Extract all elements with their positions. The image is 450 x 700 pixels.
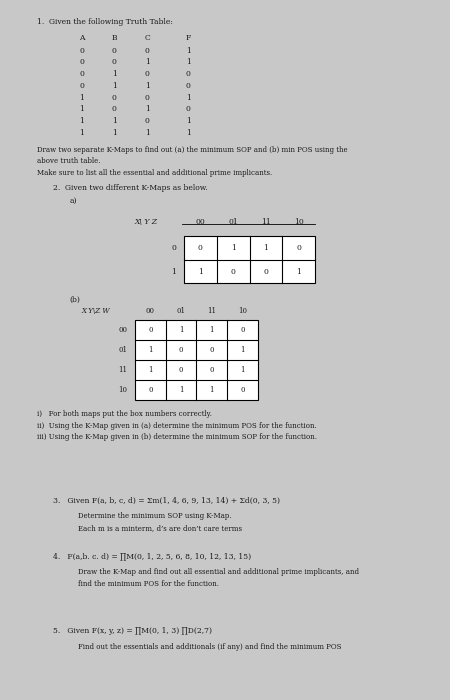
Text: 0: 0 [112, 47, 117, 55]
Text: F: F [185, 34, 191, 43]
Text: 0: 0 [79, 58, 84, 66]
Text: A: A [79, 34, 85, 43]
Text: 1: 1 [79, 106, 84, 113]
Text: 1: 1 [145, 106, 150, 113]
Text: 1: 1 [145, 129, 150, 137]
Text: 0: 0 [240, 386, 245, 394]
Text: 1: 1 [148, 366, 153, 374]
Text: 0: 0 [209, 346, 214, 354]
Text: 0: 0 [198, 244, 203, 251]
Text: 1: 1 [79, 117, 84, 125]
Text: 1: 1 [209, 326, 214, 334]
Text: i)   For both maps put the box numbers correctly.: i) For both maps put the box numbers cor… [36, 410, 212, 418]
Text: ii)  Using the K-Map given in (a) determine the minimum POS for the function.: ii) Using the K-Map given in (a) determi… [36, 421, 316, 430]
Text: 10: 10 [238, 307, 247, 314]
Text: 1: 1 [171, 267, 176, 276]
Text: 1: 1 [296, 267, 301, 276]
Text: Draw the K-Map and find out all essential and additional prime implicants, and: Draw the K-Map and find out all essentia… [77, 568, 359, 576]
Text: (b): (b) [69, 295, 80, 304]
Text: 0: 0 [179, 366, 183, 374]
Text: 01: 01 [176, 307, 185, 314]
Text: 1: 1 [79, 129, 84, 137]
Text: Make sure to list all the essential and additional prime implicants.: Make sure to list all the essential and … [36, 169, 272, 176]
Text: 0: 0 [186, 82, 191, 90]
Text: 0: 0 [264, 267, 268, 276]
Text: 0: 0 [79, 70, 84, 78]
Text: 1: 1 [240, 366, 245, 374]
Text: 0: 0 [171, 244, 176, 251]
Text: 0: 0 [186, 70, 191, 78]
Text: C: C [144, 34, 150, 43]
Text: X Y\Z W: X Y\Z W [82, 307, 110, 314]
Text: 1: 1 [179, 326, 183, 334]
Text: 1: 1 [112, 82, 117, 90]
Text: 2.  Given two different K-Maps as below.: 2. Given two different K-Maps as below. [53, 184, 208, 192]
Text: 1: 1 [148, 346, 153, 354]
Text: above truth table.: above truth table. [36, 158, 100, 165]
Text: 1: 1 [112, 117, 117, 125]
Text: 1: 1 [240, 346, 245, 354]
Text: 11: 11 [118, 366, 127, 374]
Text: 0: 0 [145, 70, 150, 78]
Text: 1: 1 [145, 58, 150, 66]
Text: Each m is a minterm, d’s are don’t care terms: Each m is a minterm, d’s are don’t care … [77, 524, 242, 532]
Text: 0: 0 [209, 366, 214, 374]
Text: 01: 01 [118, 346, 127, 354]
Text: 0: 0 [79, 82, 84, 90]
Text: Find out the essentials and additionals (if any) and find the minimum POS: Find out the essentials and additionals … [77, 643, 341, 651]
Text: 0: 0 [148, 326, 153, 334]
Text: 00: 00 [196, 218, 205, 226]
Text: 11: 11 [261, 218, 271, 226]
Bar [184, 236, 315, 284]
Text: iii) Using the K-Map given in (b) determine the minimum SOP for the function.: iii) Using the K-Map given in (b) determ… [36, 433, 317, 441]
Text: 1: 1 [186, 117, 191, 125]
Text: 0: 0 [296, 244, 301, 251]
Text: 1: 1 [231, 244, 236, 251]
Bar [135, 320, 258, 400]
Text: X\ Y Z: X\ Y Z [135, 218, 158, 226]
Text: 1: 1 [79, 94, 84, 102]
Text: B: B [112, 34, 117, 43]
Text: 3.   Given F(a, b, c, d) = Σm(1, 4, 6, 9, 13, 14) + Σd(0, 3, 5): 3. Given F(a, b, c, d) = Σm(1, 4, 6, 9, … [53, 496, 280, 505]
Text: 10: 10 [118, 386, 127, 394]
Text: 1: 1 [264, 244, 268, 251]
Text: 10: 10 [294, 218, 304, 226]
Text: 0: 0 [145, 47, 150, 55]
Text: 0: 0 [145, 94, 150, 102]
Text: 5.   Given F(x, y, z) = ∏M(0, 1, 3) ∏D(2,7): 5. Given F(x, y, z) = ∏M(0, 1, 3) ∏D(2,7… [53, 627, 212, 636]
Text: 0: 0 [79, 47, 84, 55]
Text: 11: 11 [207, 307, 216, 314]
Text: 1: 1 [112, 129, 117, 137]
Text: a): a) [69, 197, 77, 204]
Text: 0: 0 [112, 94, 117, 102]
Text: 0: 0 [186, 106, 191, 113]
Text: 1: 1 [186, 58, 191, 66]
Text: 0: 0 [231, 267, 236, 276]
Text: 1: 1 [198, 267, 203, 276]
Text: 0: 0 [148, 386, 153, 394]
Text: 00: 00 [118, 326, 127, 334]
Text: 1: 1 [179, 386, 183, 394]
Text: 0: 0 [240, 326, 245, 334]
Text: 1: 1 [145, 82, 150, 90]
Text: 1: 1 [209, 386, 214, 394]
Text: 0: 0 [179, 346, 183, 354]
Text: 0: 0 [112, 106, 117, 113]
Text: 1: 1 [186, 129, 191, 137]
Text: 1: 1 [186, 47, 191, 55]
Text: 4.   F(a,b. c. d) = ∏M(0, 1, 2, 5, 6, 8, 10, 12, 13, 15): 4. F(a,b. c. d) = ∏M(0, 1, 2, 5, 6, 8, 1… [53, 552, 251, 561]
Text: Draw two separate K-Maps to find out (a) the minimum SOP and (b) min POS using t: Draw two separate K-Maps to find out (a)… [36, 146, 347, 154]
Text: 1.  Given the following Truth Table:: 1. Given the following Truth Table: [36, 18, 173, 26]
Text: 0: 0 [145, 117, 150, 125]
Text: 1: 1 [186, 94, 191, 102]
Text: 01: 01 [228, 218, 238, 226]
Text: 1: 1 [112, 70, 117, 78]
Text: 00: 00 [146, 307, 155, 314]
Text: find the minimum POS for the function.: find the minimum POS for the function. [77, 580, 219, 588]
Text: 0: 0 [112, 58, 117, 66]
Text: Determine the minimum SOP using K-Map.: Determine the minimum SOP using K-Map. [77, 512, 231, 520]
